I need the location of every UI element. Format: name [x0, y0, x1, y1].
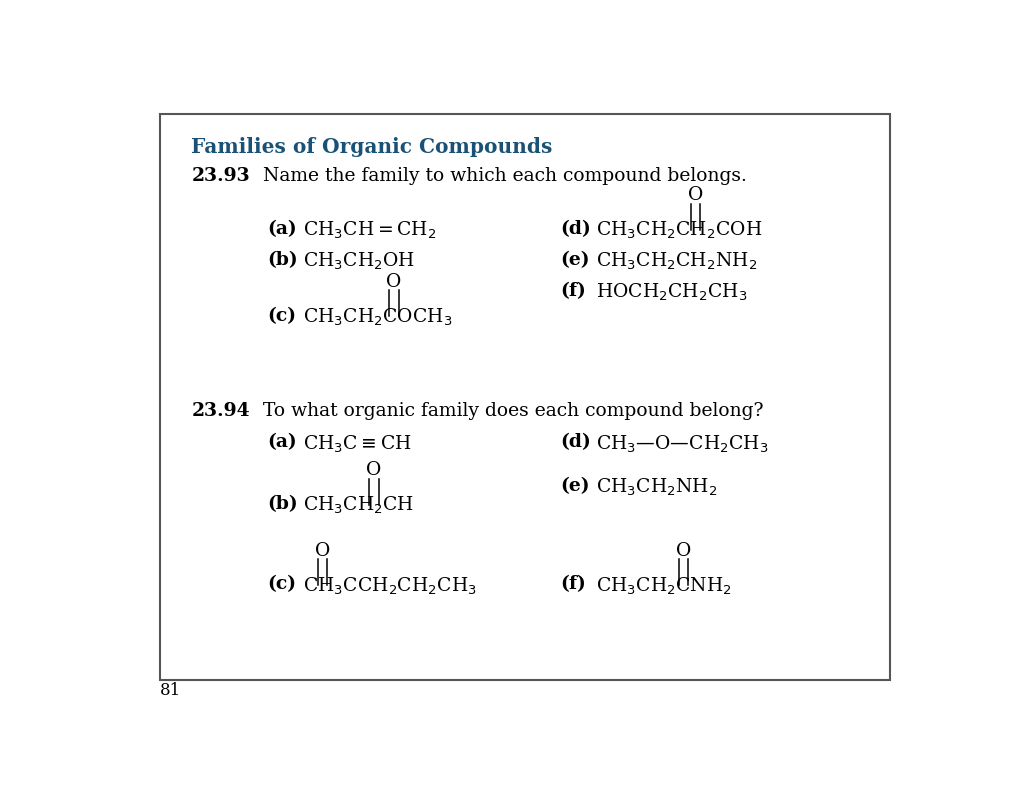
Text: (e): (e) [560, 476, 590, 494]
Text: CH$_3$CH$_2$CNH$_2$: CH$_3$CH$_2$CNH$_2$ [596, 575, 732, 596]
Text: 23.93: 23.93 [191, 168, 250, 185]
Text: 81: 81 [160, 682, 181, 699]
Text: HOCH$_2$CH$_2$CH$_3$: HOCH$_2$CH$_2$CH$_3$ [596, 282, 748, 303]
Text: CH$_3$CCH$_2$CH$_2$CH$_3$: CH$_3$CCH$_2$CH$_2$CH$_3$ [303, 575, 476, 596]
Text: Families of Organic Compounds: Families of Organic Compounds [191, 136, 553, 156]
Text: CH$_3$CH$_2$CH: CH$_3$CH$_2$CH [303, 495, 414, 516]
Text: CH$_3$C$\equiv$CH: CH$_3$C$\equiv$CH [303, 433, 412, 454]
Text: (b): (b) [267, 250, 298, 269]
FancyBboxPatch shape [160, 115, 890, 680]
Text: 23.94: 23.94 [191, 402, 250, 420]
Text: (d): (d) [560, 220, 591, 237]
Text: CH$_3$CH$_2$CH$_2$COH: CH$_3$CH$_2$CH$_2$COH [596, 220, 763, 241]
Text: CH$_3$CH$_2$CH$_2$NH$_2$: CH$_3$CH$_2$CH$_2$NH$_2$ [596, 250, 758, 272]
Text: (c): (c) [267, 575, 296, 593]
Text: O: O [367, 460, 382, 479]
Text: CH$_3$CH$_2$NH$_2$: CH$_3$CH$_2$NH$_2$ [596, 476, 718, 497]
Text: (e): (e) [560, 250, 590, 269]
Text: (c): (c) [267, 306, 296, 324]
Text: CH$_3$CH$_2$COCH$_3$: CH$_3$CH$_2$COCH$_3$ [303, 306, 452, 327]
Text: (a): (a) [267, 433, 297, 451]
Text: Name the family to which each compound belongs.: Name the family to which each compound b… [257, 168, 748, 185]
Text: (d): (d) [560, 433, 591, 451]
Text: (f): (f) [560, 575, 587, 593]
Text: (b): (b) [267, 495, 298, 512]
Text: O: O [688, 186, 703, 204]
Text: To what organic family does each compound belong?: To what organic family does each compoun… [257, 402, 764, 420]
Text: O: O [386, 272, 401, 290]
Text: CH$_3$—O—CH$_2$CH$_3$: CH$_3$—O—CH$_2$CH$_3$ [596, 433, 769, 454]
Text: CH$_3$CH$_2$OH: CH$_3$CH$_2$OH [303, 250, 415, 272]
Text: CH$_3$CH$=$CH$_2$: CH$_3$CH$=$CH$_2$ [303, 220, 436, 241]
Text: O: O [676, 541, 691, 559]
Text: (a): (a) [267, 220, 297, 237]
Text: (f): (f) [560, 282, 587, 299]
Text: O: O [314, 541, 330, 559]
